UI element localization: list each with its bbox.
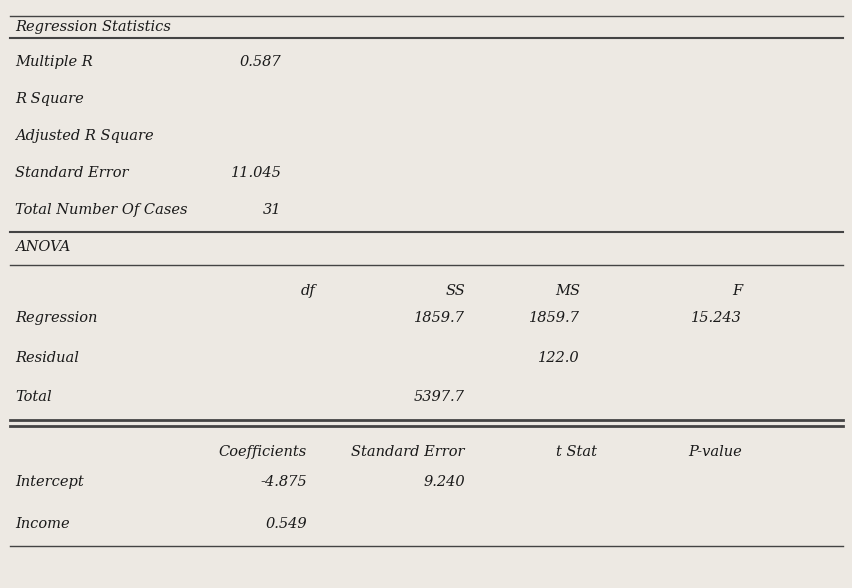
Text: Standard Error: Standard Error (351, 445, 464, 459)
Text: 9.240: 9.240 (423, 475, 464, 489)
Text: 31: 31 (262, 203, 281, 217)
Text: SS: SS (445, 284, 464, 298)
Text: Coefficients: Coefficients (219, 445, 307, 459)
Text: Residual: Residual (15, 350, 79, 365)
Text: 1859.7: 1859.7 (413, 310, 464, 325)
Text: 15.243: 15.243 (690, 310, 741, 325)
Text: Intercept: Intercept (15, 475, 84, 489)
Text: 5397.7: 5397.7 (413, 390, 464, 405)
Text: P-value: P-value (688, 445, 741, 459)
Text: t Stat: t Stat (556, 445, 596, 459)
Text: -4.875: -4.875 (260, 475, 307, 489)
Text: 1859.7: 1859.7 (528, 310, 579, 325)
Text: Total: Total (15, 390, 52, 405)
Text: 0.549: 0.549 (265, 517, 307, 531)
Text: Standard Error: Standard Error (15, 166, 129, 180)
Text: MS: MS (555, 284, 579, 298)
Text: F: F (731, 284, 741, 298)
Text: Income: Income (15, 517, 70, 531)
Text: Regression Statistics: Regression Statistics (15, 21, 171, 34)
Text: R Square: R Square (15, 92, 84, 106)
Text: Adjusted R Square: Adjusted R Square (15, 129, 154, 143)
Text: df: df (301, 284, 315, 298)
Text: ANOVA: ANOVA (15, 240, 71, 254)
Text: 11.045: 11.045 (230, 166, 281, 180)
Text: Multiple R: Multiple R (15, 55, 93, 69)
Text: 122.0: 122.0 (538, 350, 579, 365)
Text: Total Number Of Cases: Total Number Of Cases (15, 203, 187, 217)
Text: 0.587: 0.587 (239, 55, 281, 69)
Text: Regression: Regression (15, 310, 98, 325)
